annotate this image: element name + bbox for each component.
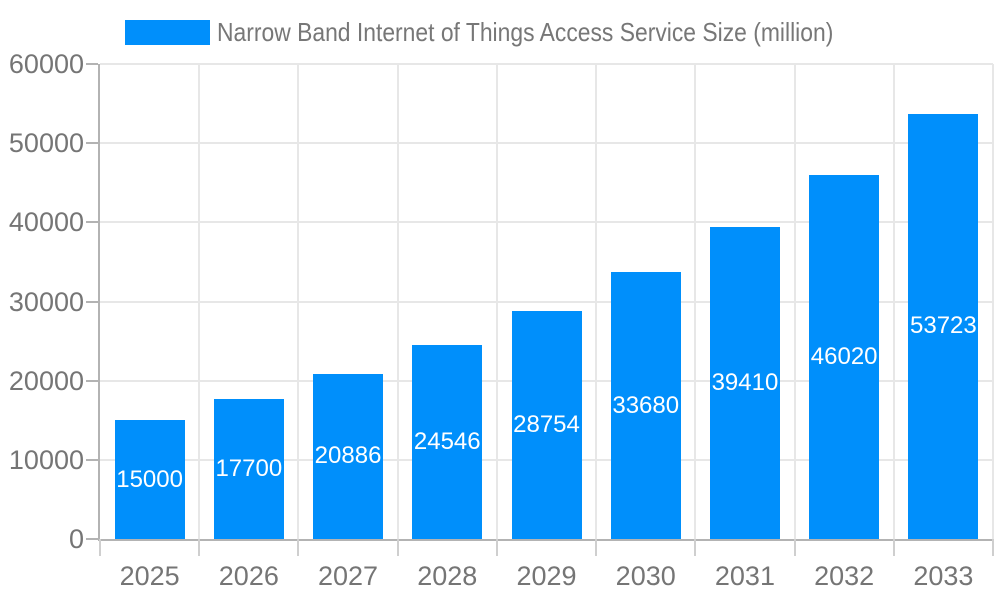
y-axis-tick — [86, 142, 98, 145]
y-axis-tick — [86, 379, 98, 382]
x-axis-tick-label: 2028 — [417, 561, 478, 591]
bar-value-label: 17700 — [215, 454, 283, 482]
y-axis-labels: 0 10000 20000 30000 40000 50000 60000 — [0, 50, 84, 553]
bar-2026[interactable]: 17700 — [213, 398, 284, 539]
x-axis-tick-label: 2025 — [119, 561, 180, 591]
gridline-vertical — [495, 64, 498, 539]
gridline-vertical — [595, 64, 598, 539]
bar-value-label: 46020 — [810, 342, 878, 370]
y-axis-line — [98, 64, 100, 541]
plot-area: 2025 15000 2026 17700 2027 20886 2028 24546 2029… — [86, 63, 994, 590]
bar-value-label: 15000 — [116, 465, 183, 493]
gridline-vertical — [793, 64, 796, 539]
bar-value-label: 53723 — [910, 312, 977, 340]
gridline-vertical — [694, 64, 697, 539]
gridline-vertical — [892, 64, 895, 539]
x-axis-tick-label: 2033 — [913, 561, 974, 591]
bar-2029[interactable]: 28754 — [511, 311, 582, 539]
y-axis-tick-label: 30000 — [8, 286, 84, 317]
gridline-horizontal — [100, 221, 993, 224]
x-axis-tick — [793, 539, 796, 556]
bar-2033[interactable]: 53723 — [908, 113, 979, 539]
bar-2028[interactable]: 24546 — [412, 344, 483, 539]
legend-label: Narrow Band Internet of Things Access Se… — [217, 17, 834, 47]
y-axis-tick-label: 0 — [68, 524, 84, 554]
gridline-horizontal — [100, 300, 993, 303]
x-axis-tick — [595, 539, 598, 556]
x-axis-tick — [396, 539, 399, 556]
bar-value-label: 33680 — [612, 391, 680, 419]
bar-value-label: 28754 — [513, 411, 580, 439]
bar-value-label: 20886 — [314, 442, 382, 470]
y-axis-tick-label: 20000 — [8, 365, 84, 396]
bar-value-label: 39410 — [711, 369, 779, 396]
x-axis-tick — [495, 539, 498, 556]
x-axis-tick-label: 2030 — [615, 561, 676, 591]
x-axis-tick-label: 2029 — [516, 561, 577, 591]
legend-swatch-icon — [125, 20, 210, 45]
x-axis-tick — [992, 539, 994, 556]
x-axis-tick-label: 2032 — [814, 561, 875, 591]
gridline-vertical — [297, 64, 300, 539]
bar-value-label: 24546 — [413, 427, 481, 455]
gridline-horizontal — [100, 63, 993, 65]
y-axis-tick-label: 50000 — [8, 128, 84, 159]
bar-2030[interactable]: 33680 — [610, 272, 681, 539]
bar-2025[interactable]: 15000 — [114, 420, 185, 539]
x-axis-tick — [694, 539, 697, 556]
x-axis-line — [98, 539, 993, 541]
gridline-vertical — [396, 64, 399, 539]
y-axis-tick-label: 10000 — [8, 444, 84, 475]
y-axis-tick — [86, 458, 98, 461]
gridline-horizontal — [100, 142, 993, 145]
y-axis-tick — [86, 63, 98, 65]
x-axis-tick — [892, 539, 895, 556]
y-axis-tick — [86, 300, 98, 303]
gridline-vertical — [198, 64, 201, 539]
bar-2027[interactable]: 20886 — [313, 373, 384, 539]
y-axis-tick — [86, 538, 98, 540]
x-axis-tick — [198, 539, 201, 556]
y-axis-tick-label: 40000 — [8, 207, 84, 238]
x-axis-tick-label: 2027 — [318, 561, 379, 591]
x-axis-tick — [297, 539, 300, 556]
x-axis-tick-label: 2031 — [714, 561, 775, 591]
x-axis-tick-label: 2026 — [218, 561, 279, 591]
gridline-vertical — [992, 64, 994, 539]
x-axis-tick — [99, 539, 101, 556]
y-axis-tick — [86, 221, 98, 224]
y-axis-tick-label: 60000 — [8, 49, 84, 79]
bar-2032[interactable]: 46020 — [809, 174, 880, 539]
bar-2031[interactable]: 39410 — [709, 227, 780, 539]
